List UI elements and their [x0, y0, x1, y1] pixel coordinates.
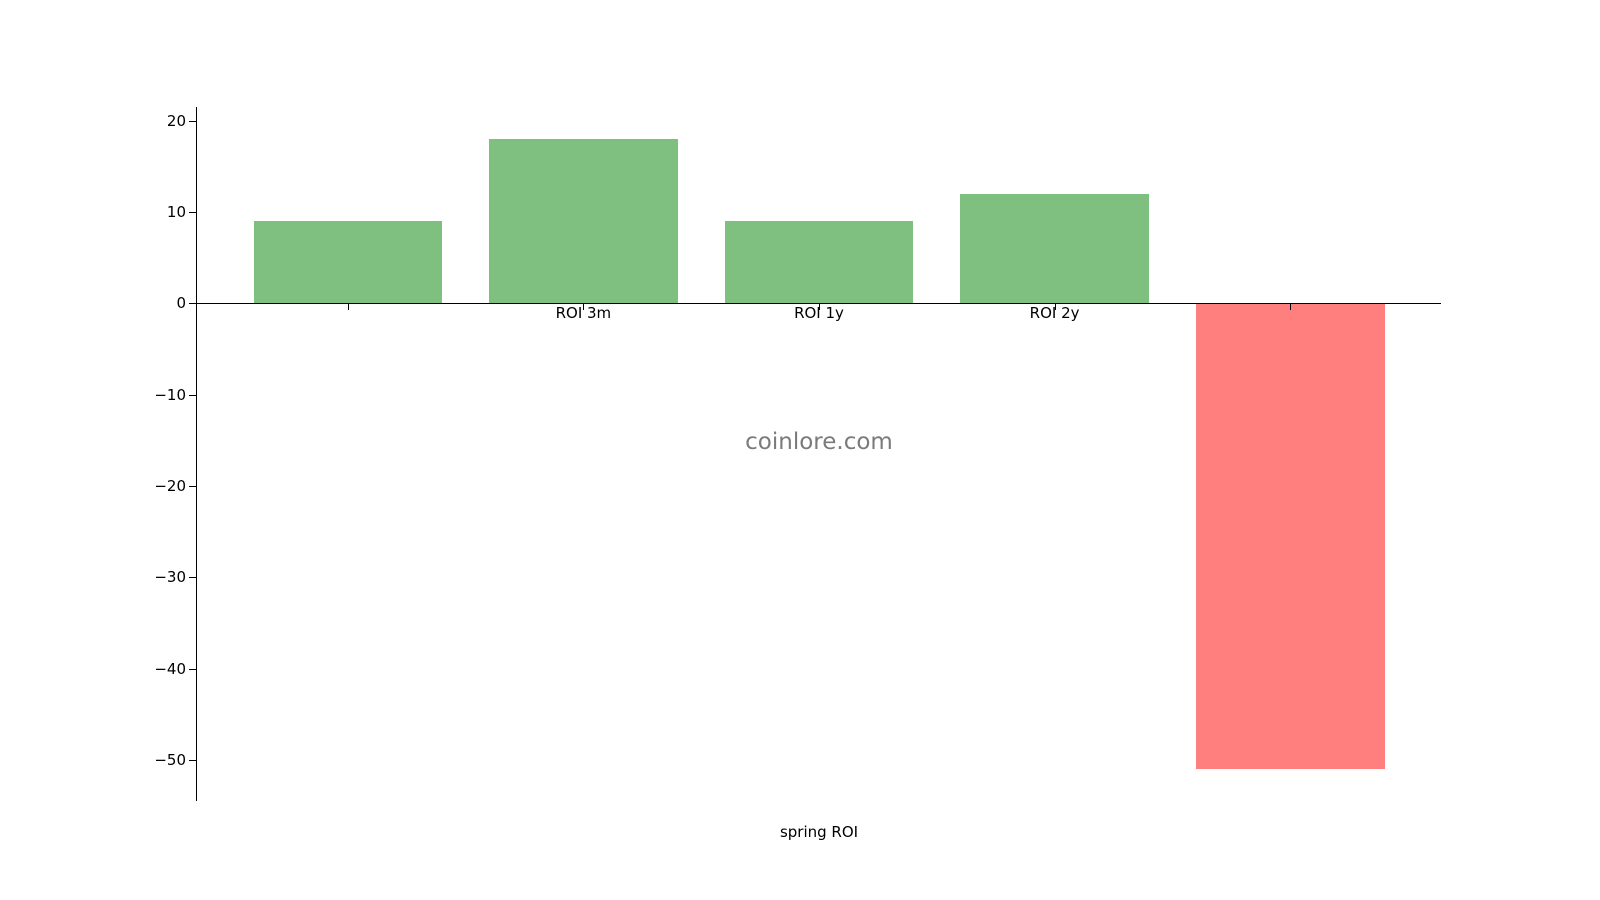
x-tick-mark — [1290, 304, 1292, 311]
y-tick-mark — [189, 212, 196, 213]
x-tick-mark — [819, 304, 820, 311]
x-axis-label: spring ROI — [779, 823, 859, 841]
y-tick-label: −10 — [154, 385, 186, 404]
bar-roi-2y — [960, 193, 1149, 304]
bar-roi-3m — [489, 139, 678, 304]
x-tick-mark — [583, 304, 585, 311]
x-tick-label: ROI 2y — [1029, 304, 1080, 323]
y-tick-mark — [189, 120, 196, 122]
y-tick-mark — [189, 486, 196, 487]
y-tick-mark — [189, 759, 196, 761]
bar-roi-1y — [724, 221, 914, 304]
y-tick-label: 10 — [166, 203, 186, 221]
y-tick-label: −20 — [154, 477, 186, 495]
x-tick-label: ROI 1y — [794, 304, 844, 323]
x-tick-mark — [1054, 304, 1056, 311]
y-tick-label: −50 — [154, 750, 186, 769]
y-tick-label: 20 — [166, 111, 186, 130]
x-axis-line — [197, 303, 1441, 304]
y-tick-mark — [189, 394, 196, 396]
watermark-text: coinlore.com — [745, 429, 893, 455]
y-axis-spine — [196, 107, 197, 801]
y-tick-mark — [189, 303, 196, 305]
bar-col-5 — [1196, 303, 1385, 769]
y-tick-label: −40 — [154, 659, 186, 678]
x-tick-mark — [347, 304, 349, 311]
bar-col-1 — [253, 221, 442, 304]
y-tick-mark — [189, 577, 196, 579]
x-tick-label: ROI 3m — [555, 304, 612, 323]
y-tick-label: −30 — [154, 568, 186, 587]
y-tick-label: 0 — [176, 294, 186, 313]
y-tick-mark — [189, 668, 196, 670]
